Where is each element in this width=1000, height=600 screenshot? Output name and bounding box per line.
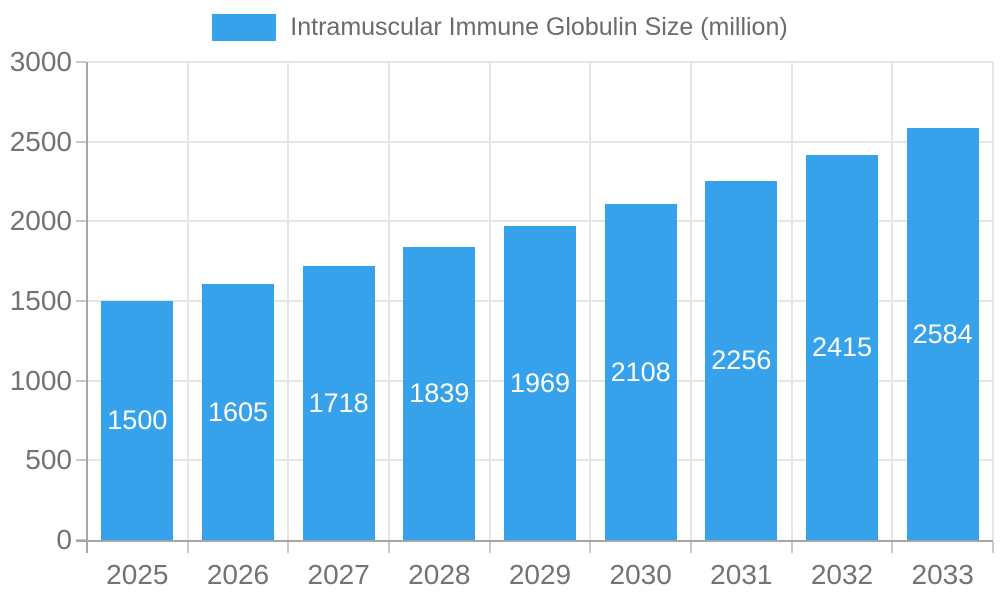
bar[interactable]: 1718 <box>302 266 375 540</box>
x-axis-tick <box>992 542 994 553</box>
legend-swatch <box>212 14 277 41</box>
bar-value-label: 2415 <box>811 332 873 363</box>
bar-value-label: 1718 <box>308 387 369 418</box>
y-axis-tick <box>76 300 86 302</box>
x-gridline <box>186 62 189 540</box>
x-axis-tick-label: 2027 <box>307 559 370 590</box>
x-gridline <box>488 62 491 540</box>
bar[interactable]: 1500 <box>101 301 174 540</box>
x-axis-tick-label: 2031 <box>710 559 773 590</box>
bar-value-label: 2108 <box>610 356 671 387</box>
y-gridline <box>87 140 993 143</box>
x-axis-tick-label: 2032 <box>810 559 874 590</box>
y-gridline <box>87 61 993 63</box>
x-gridline <box>992 62 994 540</box>
x-axis-tick <box>488 542 491 553</box>
x-axis-line <box>76 540 993 542</box>
x-axis-tick-label: 2030 <box>609 559 672 590</box>
y-axis-tick-label: 0 <box>56 524 72 555</box>
bar-value-label: 2256 <box>711 344 772 375</box>
y-axis-tick <box>76 459 86 462</box>
bar-value-label: 1500 <box>107 405 168 435</box>
bar[interactable]: 2256 <box>705 180 778 540</box>
y-axis-tick <box>76 61 86 63</box>
x-gridline <box>388 62 390 540</box>
x-axis-tick-label: 2033 <box>911 559 974 590</box>
x-axis-tick <box>790 542 793 553</box>
bar-value-label: 1605 <box>207 396 269 427</box>
x-axis-tick-label: 2029 <box>508 559 572 590</box>
bar[interactable]: 1605 <box>202 284 274 540</box>
x-axis-tick <box>388 542 390 553</box>
bar[interactable]: 2415 <box>806 155 878 540</box>
x-gridline <box>790 62 793 540</box>
bar-value-label: 1839 <box>409 377 470 408</box>
y-axis-tick-label: 1500 <box>9 285 72 316</box>
y-axis-tick-label: 3000 <box>9 46 72 77</box>
y-axis-line <box>86 62 88 553</box>
y-axis-tick-label: 500 <box>25 444 72 476</box>
bar[interactable]: 2584 <box>906 128 979 540</box>
x-axis-tick <box>589 542 592 553</box>
x-axis-tick-label: 2026 <box>206 559 270 590</box>
x-axis-tick <box>690 542 692 553</box>
x-axis-tick <box>186 542 189 553</box>
bar-value-label: 2584 <box>912 318 973 349</box>
y-axis-tick-label: 2500 <box>9 125 72 157</box>
y-axis-tick-label: 1000 <box>9 364 72 396</box>
x-axis-tick <box>287 542 290 553</box>
bar[interactable]: 1839 <box>403 246 476 540</box>
y-axis-tick <box>76 379 86 382</box>
y-gridline <box>87 220 993 223</box>
x-gridline <box>287 62 290 540</box>
x-gridline <box>690 62 692 540</box>
legend[interactable]: Intramuscular Immune Globulin Size (mill… <box>0 13 1000 42</box>
legend-label: Intramuscular Immune Globulin Size (mill… <box>290 13 788 41</box>
y-axis-tick-label: 2000 <box>9 205 72 237</box>
x-gridline <box>891 62 894 540</box>
x-axis-tick <box>891 542 894 553</box>
x-axis-tick-label: 2028 <box>408 559 471 590</box>
x-axis-tick-label: 2025 <box>106 559 169 590</box>
x-gridline <box>589 62 592 540</box>
bar[interactable]: 2108 <box>604 204 677 540</box>
bar-value-label: 1969 <box>509 367 571 398</box>
bar[interactable]: 1969 <box>504 226 576 540</box>
y-axis-tick <box>76 220 86 223</box>
y-axis-tick <box>76 140 86 143</box>
